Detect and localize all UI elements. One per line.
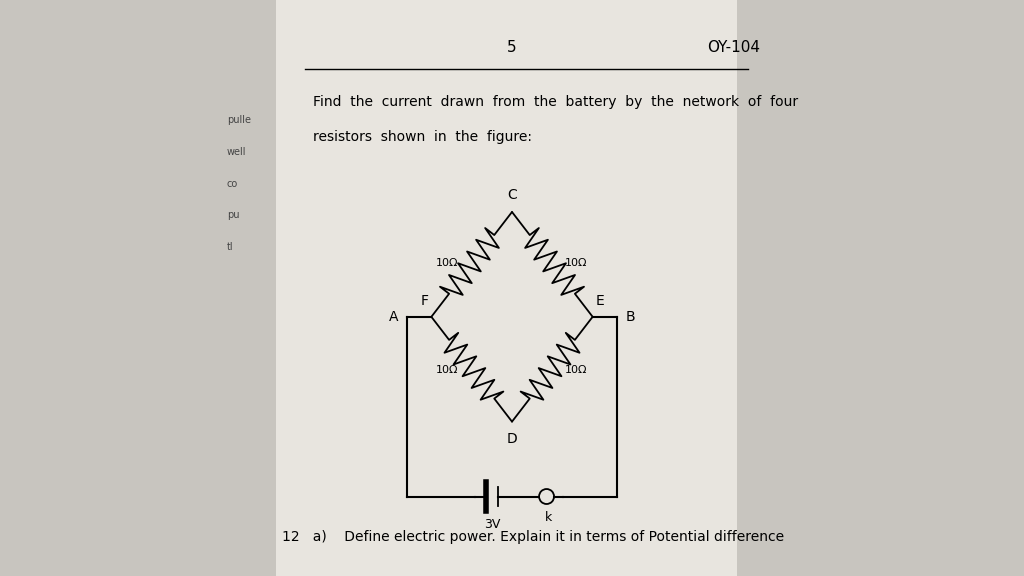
Text: 10Ω: 10Ω xyxy=(565,258,588,268)
Text: tl: tl xyxy=(227,242,233,252)
Text: 3V: 3V xyxy=(483,518,500,532)
Text: pu: pu xyxy=(227,210,240,220)
Text: B: B xyxy=(626,310,635,324)
Text: F: F xyxy=(421,294,428,308)
Text: resistors  shown  in  the  figure:: resistors shown in the figure: xyxy=(313,130,532,143)
Text: Find  the  current  drawn  from  the  battery  by  the  network  of  four: Find the current drawn from the battery … xyxy=(313,95,799,109)
Text: C: C xyxy=(507,188,517,202)
Text: E: E xyxy=(596,294,604,308)
Text: pulle: pulle xyxy=(227,115,251,125)
Text: OY-104: OY-104 xyxy=(708,40,760,55)
FancyBboxPatch shape xyxy=(275,0,736,576)
Text: D: D xyxy=(507,432,517,446)
Text: 12   a)    Define electric power. Explain it in terms of Potential difference: 12 a) Define electric power. Explain it … xyxy=(282,530,783,544)
Text: 10Ω: 10Ω xyxy=(436,258,459,268)
Text: 10Ω: 10Ω xyxy=(436,365,459,376)
Text: 5: 5 xyxy=(507,40,517,55)
Text: 10Ω: 10Ω xyxy=(565,365,588,376)
Text: well: well xyxy=(227,147,247,157)
Text: k: k xyxy=(545,511,553,524)
Text: A: A xyxy=(389,310,398,324)
Text: co: co xyxy=(227,179,239,188)
